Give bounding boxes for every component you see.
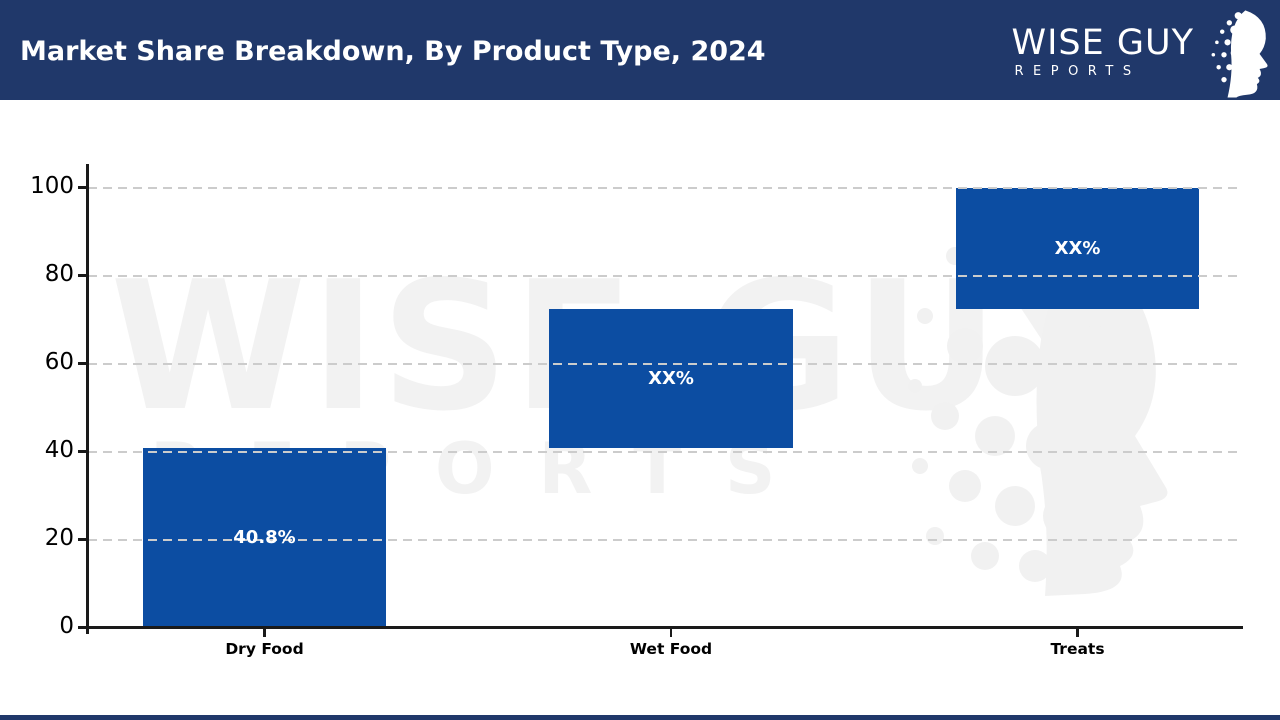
header-bar: Market Share Breakdown, By Product Type,… [0, 0, 1280, 100]
gridline-60 [88, 362, 1243, 365]
gridline-20 [88, 538, 1243, 541]
y-axis-tick-label: 20 [44, 524, 74, 551]
x-axis-line [86, 626, 1243, 629]
bar-treats [955, 187, 1200, 309]
gridline-40 [88, 450, 1243, 453]
y-axis-tick-label: 100 [30, 172, 74, 199]
logo-wordmark: WISE GUY [1011, 23, 1194, 63]
logo: WISE GUY REPORTS [1011, 4, 1274, 98]
logo-subtitle: REPORTS [1014, 64, 1141, 79]
y-axis-tick-label: 0 [59, 612, 74, 639]
y-tick-mark [78, 538, 87, 541]
y-axis-tick-label: 80 [44, 260, 74, 287]
y-tick-mark [78, 626, 87, 629]
bar-dry-food [142, 447, 387, 628]
y-tick-mark [78, 274, 87, 277]
y-tick-mark [78, 450, 87, 453]
chart-title: Market Share Breakdown, By Product Type,… [20, 36, 766, 67]
y-axis-tick-label: 40 [44, 436, 74, 463]
bar-wet-food [549, 308, 793, 448]
x-tick-mark [669, 629, 673, 637]
bar-value-label-wet-food: XX% [648, 367, 694, 389]
gridline-80 [88, 274, 1243, 277]
y-tick-mark [78, 362, 87, 365]
x-category-label-dry-food: Dry Food [225, 640, 304, 658]
x-tick-mark [263, 629, 266, 637]
logo-text: WISE GUY REPORTS [1011, 23, 1194, 80]
footer-bar [0, 715, 1280, 720]
bar-value-label-dry-food: 40.8% [233, 526, 296, 548]
y-axis-tick-label: 60 [44, 348, 74, 375]
x-category-label-treats: Treats [1050, 640, 1105, 658]
x-category-label-wet-food: Wet Food [629, 640, 713, 658]
logo-head-icon [1211, 10, 1268, 98]
x-tick-mark [1076, 629, 1079, 637]
y-axis-line [86, 164, 89, 634]
gridline-100 [88, 186, 1243, 189]
bar-value-label-treats: XX% [1054, 237, 1101, 259]
y-tick-mark [78, 186, 87, 189]
